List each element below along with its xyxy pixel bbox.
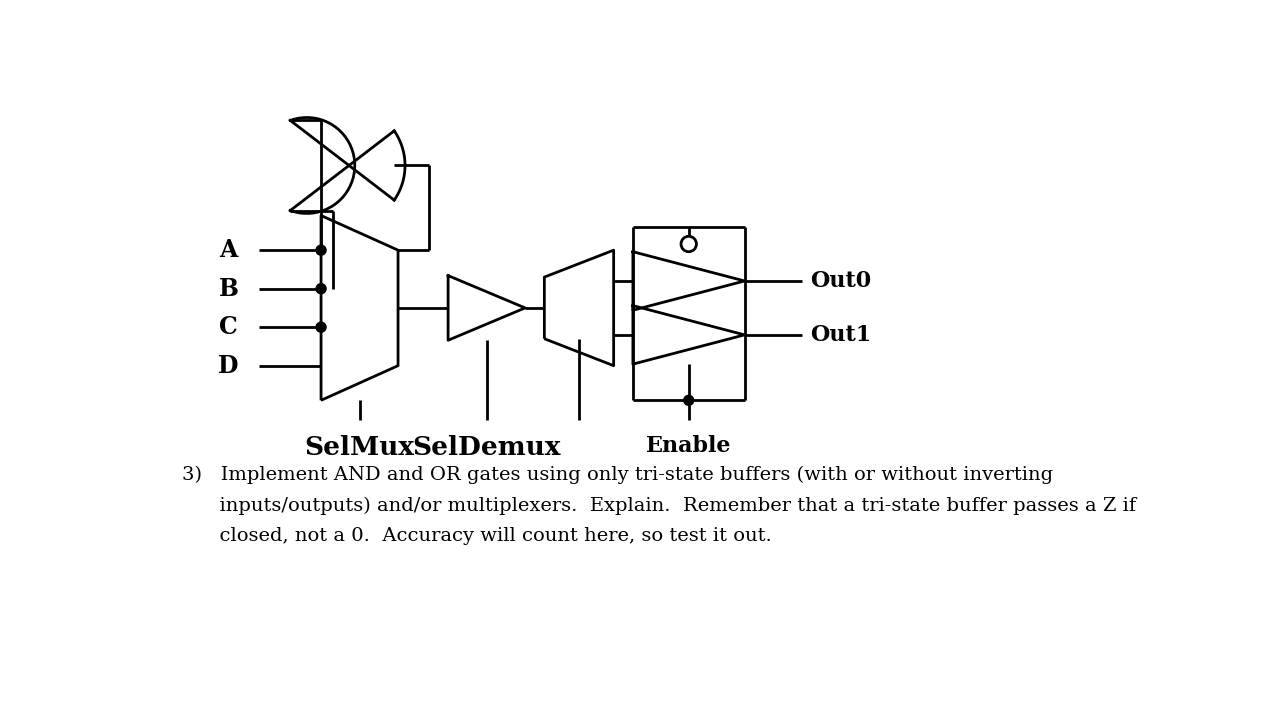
Text: Out1: Out1	[810, 324, 872, 346]
Text: Enable: Enable	[646, 435, 731, 457]
Text: B: B	[219, 276, 238, 301]
Circle shape	[681, 236, 696, 252]
Text: C: C	[219, 315, 238, 339]
Text: A: A	[219, 238, 238, 262]
Circle shape	[316, 284, 326, 294]
Text: 3)   Implement AND and OR gates using only tri-state buffers (with or without in: 3) Implement AND and OR gates using only…	[183, 466, 1053, 484]
Text: closed, not a 0.  Accuracy will count here, so test it out.: closed, not a 0. Accuracy will count her…	[183, 527, 772, 546]
Circle shape	[316, 322, 326, 332]
Text: SelMux: SelMux	[305, 435, 415, 460]
Circle shape	[316, 245, 326, 255]
Circle shape	[684, 396, 694, 406]
Text: inputs/outputs) and/or multiplexers.  Explain.  Remember that a tri-state buffer: inputs/outputs) and/or multiplexers. Exp…	[183, 497, 1137, 515]
Text: D: D	[219, 354, 239, 378]
Text: Out0: Out0	[810, 270, 872, 292]
Text: SelDemux: SelDemux	[412, 435, 561, 460]
